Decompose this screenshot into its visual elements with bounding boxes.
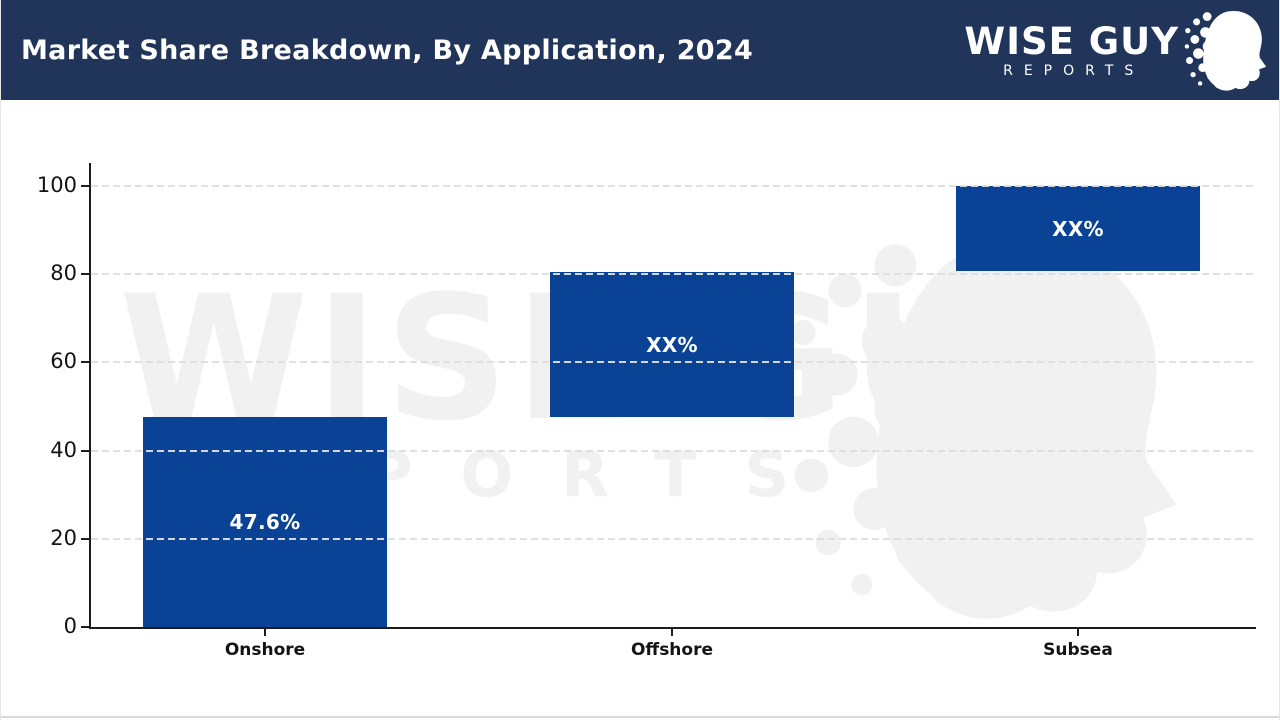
logo-text: WISE GUY REPORTS (964, 23, 1179, 78)
bar-value-label: XX% (1052, 217, 1104, 241)
bar-value-label: 47.6% (230, 510, 301, 534)
y-tick-20 (81, 538, 89, 540)
x-category-label-onshore: Onshore (155, 640, 375, 660)
y-tick-label-20: 20 (27, 526, 77, 550)
gridline-40 (91, 450, 1256, 452)
header-bar: Market Share Breakdown, By Application, … (1, 0, 1280, 100)
bar-value-label: XX% (646, 333, 698, 357)
y-tick-60 (81, 361, 89, 363)
y-tick-label-100: 100 (27, 173, 77, 197)
y-axis (89, 163, 91, 629)
bar-subsea: XX% (956, 186, 1200, 271)
x-tick-onshore (264, 629, 266, 636)
wiseguy-logo: WISE GUY REPORTS (964, 6, 1267, 94)
bottom-border-line (1, 716, 1280, 718)
watermark-dotted-head-icon (761, 215, 1181, 635)
y-tick-label-40: 40 (27, 438, 77, 462)
y-tick-40 (81, 450, 89, 452)
report-page: Market Share Breakdown, By Application, … (0, 0, 1280, 720)
gridline-80 (91, 273, 1256, 275)
gridline-100 (91, 185, 1256, 187)
gridline-20 (91, 538, 1256, 540)
dotted-head-logo-icon (1179, 6, 1267, 94)
x-tick-subsea (1077, 629, 1079, 636)
x-tick-offshore (671, 629, 673, 636)
chart-title: Market Share Breakdown, By Application, … (21, 35, 753, 66)
y-tick-80 (81, 273, 89, 275)
x-category-label-subsea: Subsea (968, 640, 1188, 660)
y-tick-label-0: 0 (27, 614, 77, 638)
logo-brand-sub: REPORTS (999, 64, 1144, 78)
y-tick-label-80: 80 (27, 261, 77, 285)
y-tick-0 (81, 626, 89, 628)
gridline-60 (91, 361, 1256, 363)
bar-onshore: 47.6% (143, 417, 387, 627)
bar-offshore: XX% (550, 272, 794, 417)
y-tick-100 (81, 185, 89, 187)
x-category-label-offshore: Offshore (562, 640, 782, 660)
logo-brand-name: WISE GUY (964, 23, 1179, 60)
y-tick-label-60: 60 (27, 349, 77, 373)
